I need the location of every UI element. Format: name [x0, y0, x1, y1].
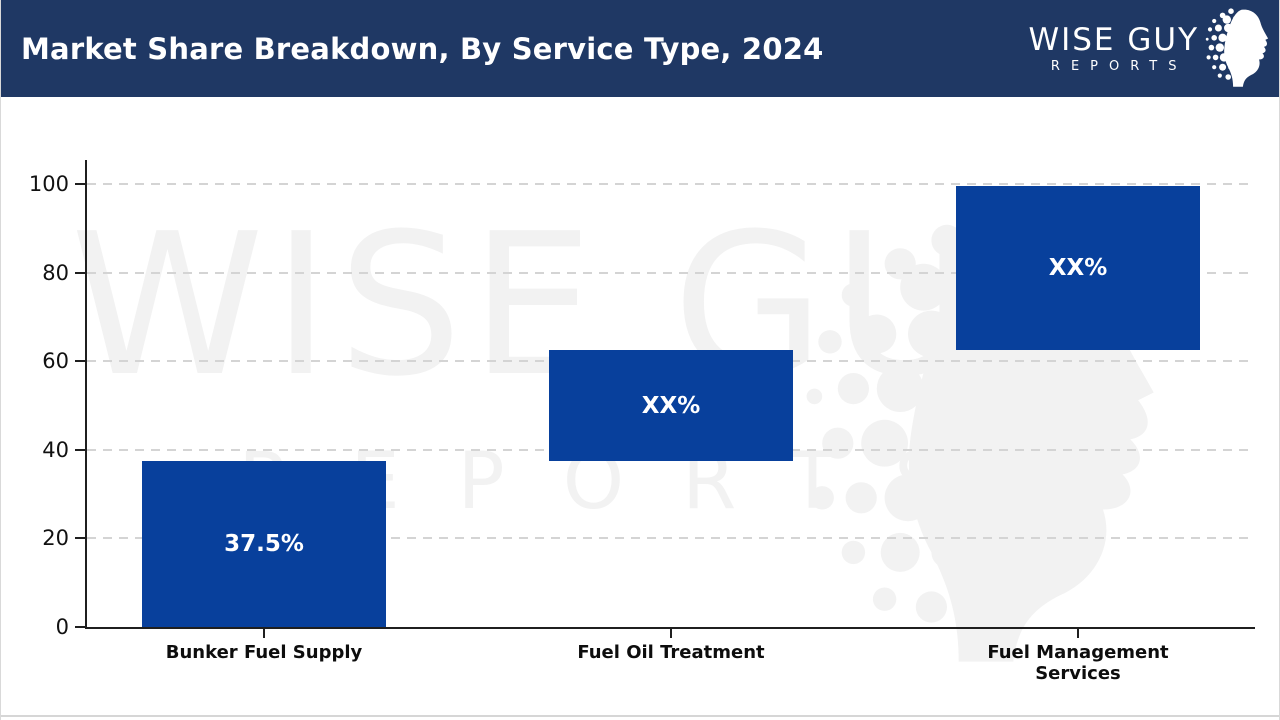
bar-segment [549, 350, 793, 461]
y-tick-label: 20 [42, 526, 69, 551]
header-bar: Market Share Breakdown, By Service Type,… [1, 0, 1279, 97]
logo-wiseguy-label: WISE GUY [1028, 22, 1199, 59]
logo-reports-label: REPORTS [1050, 58, 1188, 74]
y-tick-mark [75, 183, 85, 185]
y-tick-mark [75, 448, 85, 451]
bar-value-label: XX% [1048, 255, 1108, 282]
y-tick-mark [75, 537, 85, 540]
x-tick-mark [1077, 629, 1079, 638]
bar-segment [142, 460, 386, 627]
bar-chart: 0 20 40 60 80 100 37.5% Bunker Fuel Supply XX% Fu… [1, 97, 1279, 720]
y-tick-mark [75, 360, 85, 363]
chart-area: WISE GUY REPORTS 0 20 40 60 80 100 37.5% Bunker… [1, 97, 1279, 720]
gridline [87, 537, 1255, 540]
y-tick-mark [75, 626, 85, 628]
y-tick-label: 60 [42, 349, 69, 374]
wiseguy-logo: WISE GUY REPORTS [1028, 4, 1273, 94]
bar-value-label: XX% [641, 392, 701, 419]
gridline [87, 271, 1255, 274]
bar-value-label: 37.5% [224, 530, 304, 557]
wiseguy-head-icon [1203, 7, 1273, 91]
x-axis-line [85, 627, 1255, 629]
x-tick-mark [263, 629, 265, 638]
gridline [87, 183, 1255, 185]
y-tick-label: 100 [28, 172, 69, 196]
y-tick-label: 40 [42, 437, 69, 462]
x-axis-category-label: Bunker Fuel Supply [165, 642, 363, 663]
x-axis-category-label: Fuel Oil Treatment [577, 642, 765, 663]
x-axis-category-label: Fuel Management Services [987, 642, 1169, 684]
wiseguy-logo-text: WISE GUY REPORTS [1028, 24, 1199, 74]
y-tick-mark [75, 271, 85, 274]
y-tick-label: 0 [55, 615, 69, 639]
y-tick-label: 80 [42, 260, 69, 285]
x-tick-mark [670, 629, 672, 638]
bottom-divider [1, 715, 1279, 717]
y-axis-line [85, 160, 87, 629]
page-title: Market Share Breakdown, By Service Type,… [21, 31, 824, 66]
